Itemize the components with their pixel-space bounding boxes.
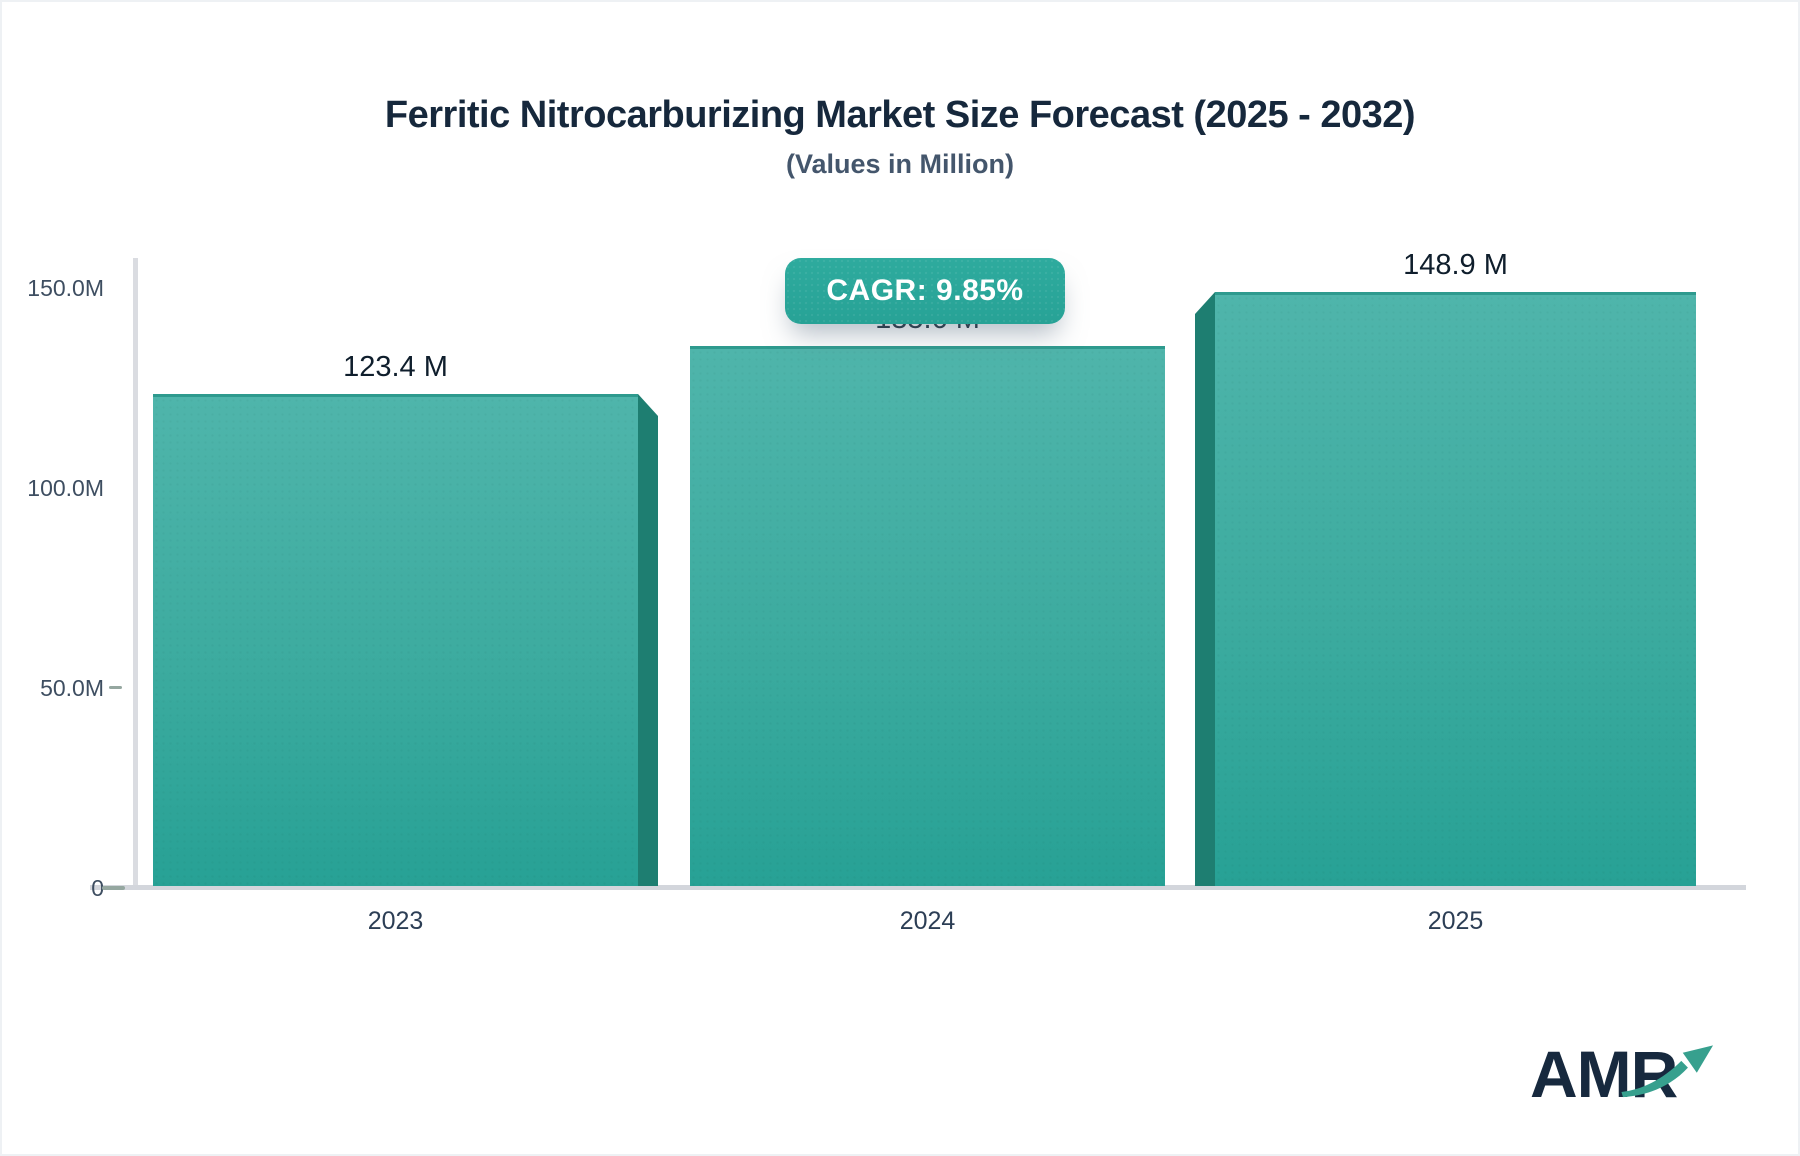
cagr-badge: CAGR: 9.85% bbox=[785, 258, 1065, 324]
bar-2023 bbox=[153, 394, 638, 886]
bar-value-label-2023: 123.4 M bbox=[343, 351, 448, 383]
bar-2024 bbox=[690, 346, 1165, 886]
y-tick-label: 50.0M bbox=[40, 675, 104, 701]
y-axis-line bbox=[133, 258, 138, 890]
x-tick-label-2023: 2023 bbox=[367, 907, 424, 935]
y-tick-label: 0 bbox=[91, 875, 104, 901]
y-tick-label: 150.0M bbox=[27, 275, 104, 301]
y-tick-mark bbox=[102, 886, 125, 890]
cagr-badge-label: CAGR: 9.85% bbox=[826, 274, 1024, 307]
chart-title: Ferritic Nitrocarburizing Market Size Fo… bbox=[384, 94, 1416, 136]
chart-subtitle: (Values in Million) bbox=[785, 149, 1015, 179]
bar-2025-side-panel bbox=[1195, 292, 1215, 886]
y-tick-mark bbox=[109, 686, 122, 689]
growth-arrow-icon bbox=[1621, 1045, 1714, 1098]
bar-value-label-2025: 148.9 M bbox=[1403, 249, 1508, 281]
amr-logo: AMR bbox=[1530, 1032, 1740, 1124]
x-tick-label-2024: 2024 bbox=[899, 907, 956, 935]
bar-2023-side-panel bbox=[638, 394, 658, 886]
amr-logo-text: AMR bbox=[1530, 1037, 1678, 1111]
x-axis-line bbox=[90, 885, 1746, 890]
y-tick-label: 100.0M bbox=[27, 475, 104, 501]
bar-2025 bbox=[1215, 292, 1696, 886]
x-tick-label-2025: 2025 bbox=[1427, 907, 1484, 935]
